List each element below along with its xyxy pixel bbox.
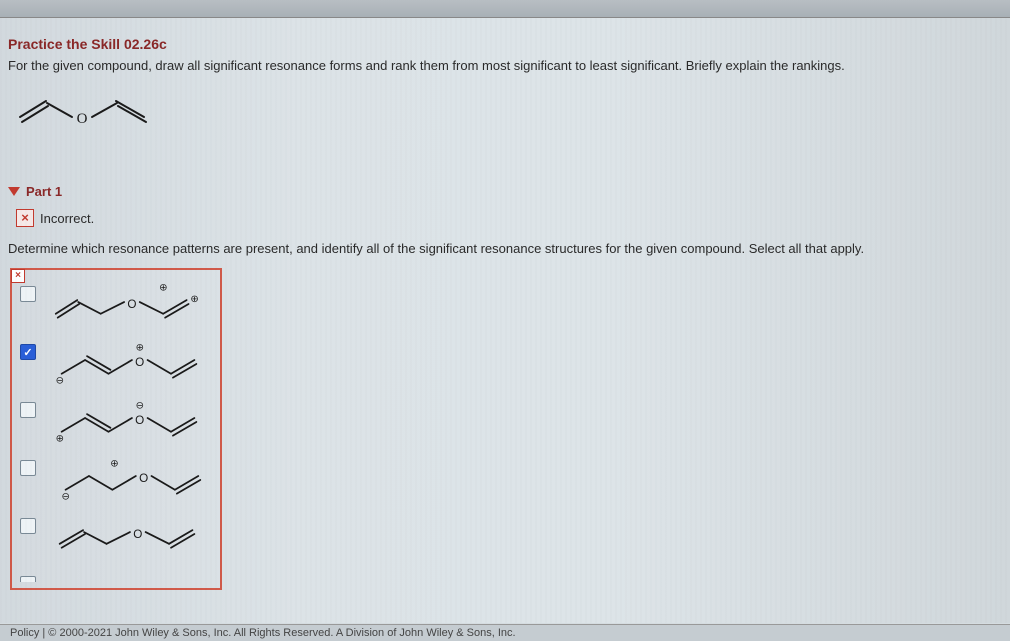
svg-text:⊕: ⊕	[159, 282, 167, 293]
svg-text:⊕: ⊕	[56, 433, 64, 444]
svg-text:O: O	[139, 472, 148, 485]
svg-text:⊖: ⊖	[136, 400, 144, 411]
svg-text:⊕: ⊕	[190, 294, 198, 305]
svg-text:⊖: ⊖	[61, 491, 69, 502]
status-text: Incorrect.	[40, 211, 94, 226]
option-a-structure: O ⊕ ⊕	[46, 278, 212, 330]
option-f-checkbox[interactable]	[20, 576, 36, 582]
option-a-checkbox[interactable]	[20, 286, 36, 302]
option-d-checkbox[interactable]	[20, 460, 36, 476]
option-c-row: O ⊕ ⊖	[20, 394, 212, 446]
svg-text:O: O	[133, 528, 142, 541]
svg-text:O: O	[127, 298, 136, 311]
option-d-structure: O ⊖ ⊕	[46, 452, 212, 504]
svg-text:O: O	[135, 414, 144, 427]
question-content: Practice the Skill 02.26c For the given …	[0, 18, 1010, 623]
option-e-row: O	[20, 510, 212, 562]
option-e-structure: O	[46, 510, 212, 562]
svg-text:⊕: ⊕	[110, 458, 118, 469]
oxygen-label: O	[77, 111, 88, 127]
option-e-checkbox[interactable]	[20, 518, 36, 534]
part-label: Part 1	[26, 184, 62, 199]
option-b-structure: O ⊖ ⊕	[46, 336, 212, 388]
option-b-checkbox[interactable]	[20, 344, 36, 360]
given-compound-structure: O	[12, 87, 162, 135]
status-row: × Incorrect.	[16, 209, 1002, 227]
incorrect-icon: ×	[16, 209, 34, 227]
answer-options-panel: × O ⊕ ⊕	[10, 268, 222, 590]
option-f-row	[20, 568, 212, 582]
collapse-triangle-icon	[8, 187, 20, 196]
option-a-row: O ⊕ ⊕	[20, 278, 212, 330]
option-f-structure	[46, 568, 212, 582]
panel-incorrect-icon: ×	[11, 269, 25, 283]
skill-title: Practice the Skill 02.26c	[8, 36, 1002, 52]
part-header[interactable]: Part 1	[8, 184, 1002, 199]
window-titlebar	[0, 0, 1010, 18]
question-prompt: For the given compound, draw all signifi…	[8, 58, 1002, 73]
option-c-structure: O ⊕ ⊖	[46, 394, 212, 446]
option-d-row: O ⊖ ⊕	[20, 452, 212, 504]
part-subprompt: Determine which resonance patterns are p…	[8, 241, 1002, 256]
option-b-row: O ⊖ ⊕	[20, 336, 212, 388]
svg-text:O: O	[135, 356, 144, 369]
option-c-checkbox[interactable]	[20, 402, 36, 418]
svg-text:⊖: ⊖	[56, 375, 64, 386]
svg-text:⊕: ⊕	[136, 342, 144, 353]
footer-copyright: Policy | © 2000-2021 John Wiley & Sons, …	[0, 624, 1010, 641]
